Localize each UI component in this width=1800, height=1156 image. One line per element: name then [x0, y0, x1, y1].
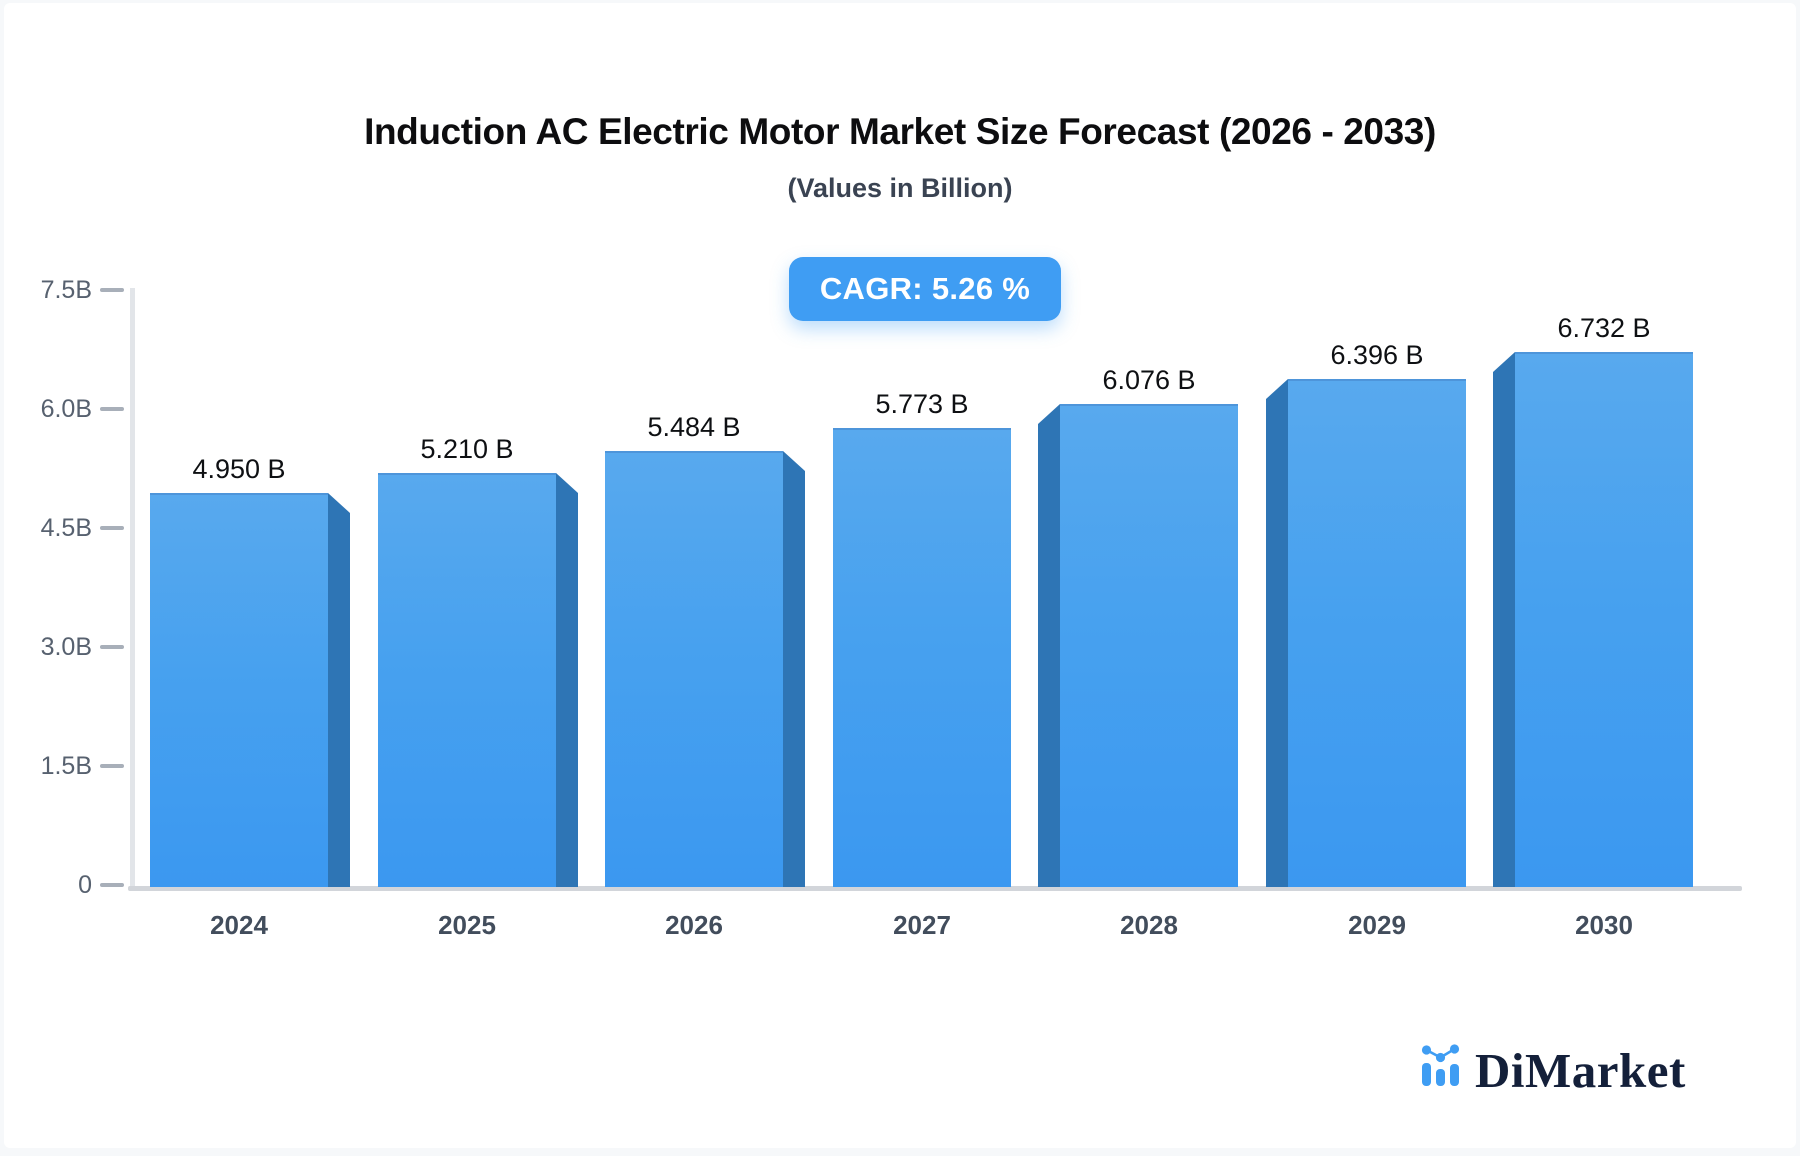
bar-2026[interactable] [605, 451, 783, 887]
bar-value-label-2024: 4.950 B [192, 454, 286, 484]
y-tick-mark [100, 526, 124, 530]
bar-side-2024 [328, 493, 350, 887]
cagr-badge-label: CAGR: 5.26 % [819, 271, 1031, 306]
y-tick-label: 0 [78, 871, 92, 899]
bar-side-2030 [1493, 352, 1515, 887]
bar-side-2026 [783, 451, 805, 887]
x-axis-line [128, 886, 1742, 891]
bar-value-label-2026: 5.484 B [647, 412, 741, 442]
y-tick-label: 3.0B [40, 633, 92, 661]
bar-2029[interactable] [1288, 379, 1466, 887]
x-axis-label-2024: 2024 [210, 910, 268, 940]
x-axis-label-2030: 2030 [1575, 910, 1633, 940]
y-tick-mark [100, 883, 124, 887]
bar-2030[interactable] [1515, 352, 1693, 887]
bar-value-label-2028: 6.076 B [1102, 365, 1196, 395]
bar-value-label-2025: 5.210 B [420, 434, 514, 464]
bar-value-label-2030: 6.732 B [1557, 313, 1651, 343]
y-tick-mark [100, 645, 124, 649]
y-tick-label: 7.5B [40, 276, 92, 304]
y-axis-line [130, 288, 135, 886]
chart-title: Induction AC Electric Motor Market Size … [364, 111, 1436, 152]
y-tick-mark [100, 764, 124, 768]
brand-name: DiMarket [1475, 1043, 1686, 1098]
bar-side-2029 [1266, 379, 1288, 887]
cagr-badge: CAGR: 5.26 % [789, 257, 1061, 321]
y-tick-label: 6.0B [40, 395, 92, 423]
x-axis-label-2027: 2027 [893, 910, 951, 940]
x-axis-label-2025: 2025 [438, 910, 496, 940]
dimarket-bars-icon [1421, 1044, 1460, 1086]
bar-value-label-2027: 5.773 B [875, 389, 969, 419]
y-tick-label: 4.5B [40, 514, 92, 542]
bar-2024[interactable] [150, 493, 328, 887]
bar-side-2025 [556, 473, 578, 887]
brand-logo: DiMarket [1420, 1042, 1686, 1095]
x-axis-label-2029: 2029 [1348, 910, 1406, 940]
x-axis-label-2026: 2026 [665, 910, 723, 940]
y-tick-mark [100, 407, 124, 411]
bar-side-2028 [1038, 404, 1060, 887]
y-tick-mark [100, 288, 124, 292]
bar-value-label-2029: 6.396 B [1330, 340, 1424, 370]
y-tick-label: 1.5B [40, 752, 92, 780]
bar-2028[interactable] [1060, 404, 1238, 887]
bar-2025[interactable] [378, 473, 556, 887]
bar-2027[interactable] [833, 428, 1011, 887]
chart-subtitle: (Values in Billion) [787, 173, 1013, 203]
x-axis-label-2028: 2028 [1120, 910, 1178, 940]
